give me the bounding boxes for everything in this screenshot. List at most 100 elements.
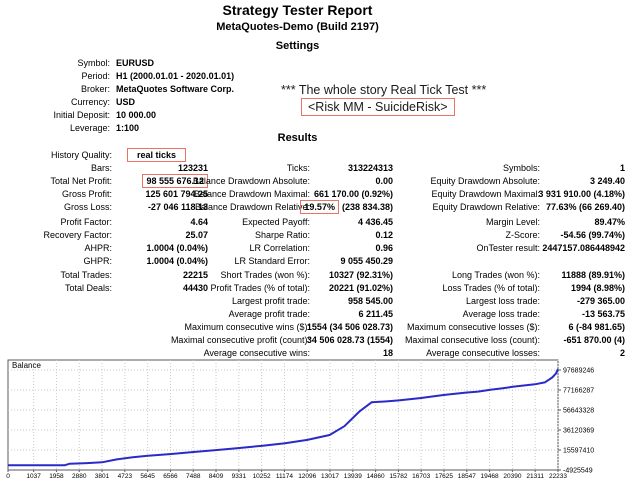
- highlight-box: 98 555 676.12: [142, 174, 208, 188]
- svg-text:13939: 13939: [344, 473, 362, 480]
- svg-text:5645: 5645: [140, 473, 155, 480]
- result-label: Z-Score:: [505, 230, 540, 240]
- setting-label: Symbol:: [77, 58, 110, 68]
- settings-row: Period: H1 (2000.01.01 - 2020.01.01): [0, 70, 420, 83]
- svg-text:3801: 3801: [95, 473, 110, 480]
- result-row: Maximal consecutive profit (count): 34 50…: [0, 334, 640, 347]
- result-value: 44430: [182, 283, 208, 293]
- result-value: 958 545.00: [347, 296, 393, 306]
- setting-value: H1 (2000.01.01 - 2020.01.01): [116, 71, 235, 81]
- result-label: Ticks:: [286, 163, 310, 173]
- svg-text:56643328: 56643328: [563, 408, 594, 415]
- svg-text:1958: 1958: [49, 473, 64, 480]
- result-value: 0.12: [375, 230, 393, 240]
- result-row: AHPR: 1.0004 (0.04%) LR Correlation: 0.96 …: [0, 242, 640, 255]
- result-label: Total Trades:: [60, 270, 112, 280]
- result-label: Maximal consecutive loss (count):: [404, 335, 540, 345]
- result-value: 4 436.45: [357, 217, 393, 227]
- result-row: Average profit trade: 6 211.45 Average lo…: [0, 308, 640, 321]
- result-value: 18: [382, 348, 393, 358]
- setting-label: Initial Deposit:: [53, 110, 110, 120]
- result-label: Average consecutive wins:: [203, 348, 310, 358]
- result-value: 34 506 028.73 (1554): [306, 335, 393, 345]
- result-value: -27 046 118.13: [147, 202, 208, 212]
- result-row: GHPR: 1.0004 (0.04%) LR Standard Error: 9 …: [0, 255, 640, 268]
- settings-row: Initial Deposit: 10 000.00: [0, 109, 420, 122]
- result-value: 25.07: [185, 230, 208, 240]
- svg-text:14860: 14860: [367, 473, 385, 480]
- highlight-box: 19.57%: [300, 200, 339, 214]
- result-value: 2: [619, 348, 625, 358]
- result-value: 1.0004 (0.04%): [146, 256, 208, 266]
- result-value: 20221 (91.02%): [328, 283, 393, 293]
- svg-text:17625: 17625: [435, 473, 453, 480]
- result-row: Largest profit trade: 958 545.00 Largest …: [0, 295, 640, 308]
- result-label: Margin Level:: [485, 217, 540, 227]
- result-label: Largest profit trade:: [231, 296, 310, 306]
- highlight-box: real ticks: [126, 148, 186, 162]
- svg-text:10252: 10252: [253, 473, 271, 480]
- result-label: Gross Loss:: [63, 202, 112, 212]
- result-value: 125 601 794.25: [145, 189, 208, 199]
- svg-text:4723: 4723: [118, 473, 133, 480]
- settings-row: Broker: MetaQuotes Software Corp.: [0, 83, 420, 96]
- result-label: Gross Profit:: [61, 189, 112, 199]
- result-label: Expected Payoff:: [242, 217, 310, 227]
- result-value: -651 870.00 (4): [563, 335, 625, 345]
- result-value: 10327 (92.31%): [328, 270, 393, 280]
- result-label: Average profit trade:: [228, 309, 310, 319]
- result-label: Average consecutive losses:: [426, 348, 540, 358]
- result-label: History Quality:: [50, 150, 112, 160]
- result-label: Balance Drawdown Relative:: [194, 202, 310, 212]
- setting-label: Period:: [81, 71, 110, 81]
- svg-text:8409: 8409: [209, 473, 224, 480]
- result-label: Maximal consecutive profit (count):: [170, 335, 310, 345]
- svg-text:11174: 11174: [276, 473, 293, 480]
- balance-chart-svg: 0 1037 1958 2880 3801 4723 5645 6566 7488 8409 933…: [6, 359, 594, 480]
- result-label: Profit Factor:: [60, 217, 112, 227]
- svg-text:6566: 6566: [163, 473, 178, 480]
- result-value: 89.47%: [594, 217, 625, 227]
- result-label: Profit Trades (% of total):: [210, 283, 310, 293]
- svg-text:77166287: 77166287: [563, 388, 594, 395]
- setting-value: USD: [116, 97, 136, 107]
- result-label: GHPR:: [83, 256, 112, 266]
- result-value: 22215: [182, 270, 208, 280]
- result-label: Equity Drawdown Maximal:: [431, 189, 540, 199]
- svg-text:97689246: 97689246: [563, 368, 594, 375]
- annotation-risk-box: <Risk MM - SuicideRisk>: [301, 98, 455, 116]
- svg-text:12096: 12096: [298, 473, 316, 480]
- svg-text:13017: 13017: [321, 473, 339, 480]
- svg-text:0: 0: [6, 473, 10, 480]
- result-label: Total Deals:: [64, 283, 112, 293]
- result-row: History Quality: real ticks: [0, 148, 640, 162]
- setting-value: MetaQuotes Software Corp.: [116, 84, 235, 94]
- svg-text:18547: 18547: [458, 473, 476, 480]
- settings-row: Symbol: EURUSD: [0, 57, 420, 70]
- result-value: 0.00: [375, 176, 393, 186]
- result-value: 1554 (34 506 028.73): [306, 322, 393, 332]
- result-label: Total Net Profit:: [50, 176, 112, 186]
- result-row: Recovery Factor: 25.07 Sharpe Ratio: 0.12 …: [0, 229, 640, 242]
- setting-label: Broker:: [80, 84, 110, 94]
- setting-value: EURUSD: [116, 58, 155, 68]
- page-title: Strategy Tester Report: [222, 2, 373, 18]
- result-label: Balance Drawdown Maximal:: [193, 189, 310, 199]
- result-value: -54.56 (99.74%): [560, 230, 625, 240]
- result-value: 3 249.40: [589, 176, 625, 186]
- result-label: Long Trades (won %):: [451, 270, 540, 280]
- result-row: Total Net Profit: 98 555 676.12 Balance …: [0, 174, 640, 188]
- svg-text:36120369: 36120369: [563, 428, 594, 435]
- report-subtitle: MetaQuotes-Demo (Build 2197): [216, 21, 379, 33]
- result-label: LR Standard Error:: [234, 256, 310, 266]
- result-value: 3 931 910.00 (4.18%): [538, 189, 625, 199]
- result-value: 1.0004 (0.04%): [146, 243, 208, 253]
- result-row: Gross Profit: 125 601 794.25 Balance Draw…: [0, 188, 640, 201]
- result-value: 313224313: [347, 163, 393, 173]
- result-value: real ticks: [112, 148, 208, 162]
- result-label: Bars:: [90, 163, 112, 173]
- setting-value: 1:100: [116, 123, 140, 133]
- result-label: Loss Trades (% of total):: [442, 283, 540, 293]
- settings-row: Leverage: 1:100: [0, 122, 420, 135]
- result-row: Gross Loss: -27 046 118.13 Balance Drawdo…: [0, 200, 640, 214]
